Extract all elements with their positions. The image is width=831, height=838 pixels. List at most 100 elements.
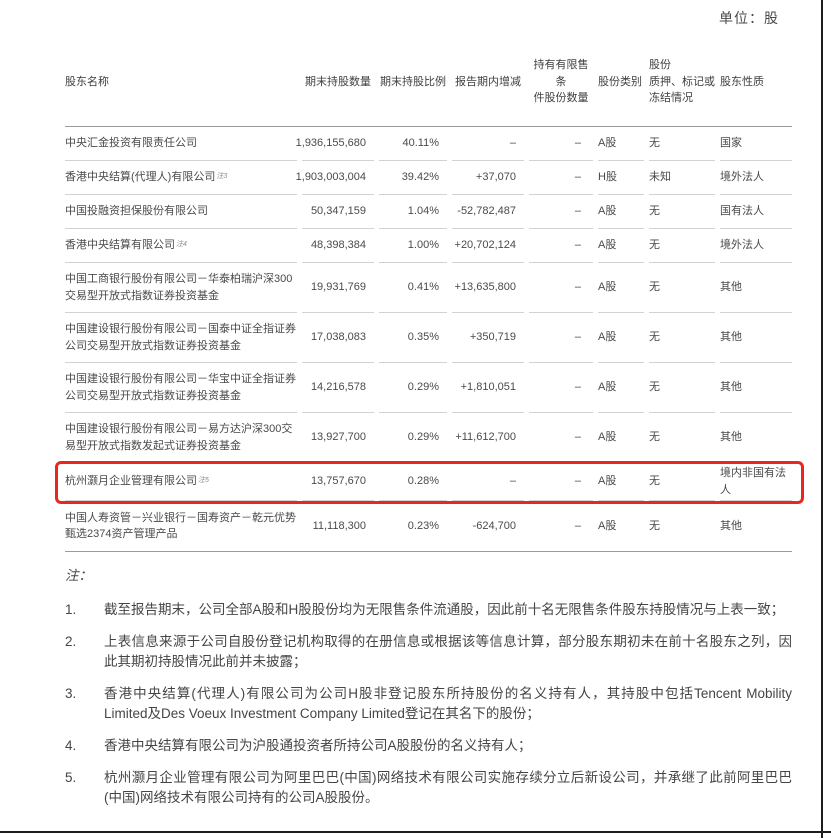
table-row: 中国投融资担保股份有限公司 50,347,159 1.04% -52,782,4… bbox=[65, 195, 792, 229]
cell-share-class: A股 bbox=[598, 413, 644, 463]
cell-pledge: 无 bbox=[649, 127, 715, 161]
shareholder-name: 中国工商银行股份有限公司－华泰柏瑞沪深300交易型开放式指数证券投资基金 bbox=[65, 273, 293, 302]
cell-change: +350,719 bbox=[452, 313, 524, 363]
note-item: 3. 香港中央结算(代理人)有限公司为公司H股非登记股东所持股份的名义持有人，其… bbox=[65, 684, 792, 724]
notes-section: 注： 1. 截至报告期末，公司全部A股和H股股份均为无限售条件流通股，因此前十名… bbox=[65, 566, 792, 820]
cell-ratio: 39.42% bbox=[379, 161, 447, 195]
cell-change: – bbox=[452, 127, 524, 161]
cell-restricted: – bbox=[529, 363, 593, 413]
header-period-change: 报告期内增减 bbox=[455, 75, 521, 88]
shareholder-name: 中国人寿资管－兴业银行－国寿资产－乾元优势甄选2374资产管理产品 bbox=[65, 511, 296, 541]
cell-share-class: A股 bbox=[598, 195, 644, 229]
page-edge-right bbox=[821, 0, 823, 838]
cell-share-class: A股 bbox=[598, 519, 617, 532]
cell-name: 中国工商银行股份有限公司－华泰柏瑞沪深300交易型开放式指数证券投资基金 bbox=[65, 263, 297, 313]
header-shareholder-name: 股东名称 bbox=[65, 75, 109, 88]
cell-name: 香港中央结算(代理人)有限公司 注3 bbox=[65, 161, 297, 195]
note-number: 5. bbox=[65, 770, 77, 785]
cell-shares: 13,757,670 bbox=[302, 463, 374, 501]
note-item: 2. 上表信息来源于公司自股份登记机构取得的在册信息或根据该等信息计算，部分股东… bbox=[65, 632, 792, 672]
note-text: 杭州灏月企业管理有限公司为阿里巴巴(中国)网络技术有限公司实施存续分立后新设公司… bbox=[104, 770, 792, 805]
cell-change: – bbox=[452, 463, 524, 501]
notes-title: 注： bbox=[65, 568, 92, 583]
cell-shares: 17,038,083 bbox=[302, 313, 374, 363]
table-row: 中央汇金投资有限责任公司 1,936,155,680 40.11% – – A股… bbox=[65, 127, 792, 161]
shareholder-name: 中央汇金投资有限责任公司 bbox=[65, 137, 197, 150]
note-text: 截至报告期末，公司全部A股和H股股份均为无限售条件流通股，因此前十名无限售条件股… bbox=[104, 602, 785, 617]
cell-ratio: 1.00% bbox=[379, 229, 447, 263]
table-row: 中国建设银行股份有限公司－国泰中证全指证券公司交易型开放式指数证券投资基金 17… bbox=[65, 313, 792, 363]
cell-nature: 其他 bbox=[720, 413, 792, 463]
cell-name: 中国建设银行股份有限公司－国泰中证全指证券公司交易型开放式指数证券投资基金 bbox=[65, 313, 297, 363]
cell-nature: 其他 bbox=[720, 263, 792, 313]
cell-change: +11,612,700 bbox=[452, 413, 524, 463]
cell-shares: 1,903,003,004 bbox=[296, 161, 374, 195]
cell-pledge: 未知 bbox=[649, 161, 715, 195]
cell-shares: 14,216,578 bbox=[302, 363, 374, 413]
cell-restricted: – bbox=[529, 195, 593, 229]
header-restricted-shares: 持有有限售条 件股份数量 bbox=[533, 59, 589, 105]
cell-nature: 境外法人 bbox=[720, 229, 792, 263]
cell-pledge: 无 bbox=[649, 313, 715, 363]
cell-share-class: A股 bbox=[598, 229, 644, 263]
cell-change: +20,702,124 bbox=[452, 229, 524, 263]
cell-name: 中国投融资担保股份有限公司 bbox=[65, 195, 297, 229]
cell-pledge: 无 bbox=[649, 363, 715, 413]
cell-shares: 13,927,700 bbox=[302, 413, 374, 463]
cell-share-class: A股 bbox=[598, 127, 644, 161]
cell-share-class: A股 bbox=[598, 263, 644, 313]
highlighted-row-wrapper: 杭州灏月企业管理有限公司 注5 13,757,670 0.28% – – A股 无… bbox=[55, 461, 804, 504]
note-text: 香港中央结算(代理人)有限公司为公司H股非登记股东所持股份的名义持有人，其持股中… bbox=[104, 686, 792, 721]
cell-nature: 其他 bbox=[720, 363, 792, 413]
note-ref: 注5 bbox=[198, 477, 209, 485]
table-row: 中国工商银行股份有限公司－华泰柏瑞沪深300交易型开放式指数证券投资基金 19,… bbox=[65, 263, 792, 313]
cell-nature: 其他 bbox=[720, 519, 742, 532]
shareholder-name: 中国投融资担保股份有限公司 bbox=[65, 205, 208, 218]
cell-ratio: 40.11% bbox=[379, 127, 447, 161]
table-row-highlighted: 杭州灏月企业管理有限公司 注5 13,757,670 0.28% – – A股 无… bbox=[65, 463, 792, 501]
note-ref: 注3 bbox=[216, 173, 228, 181]
header-share-class: 股份类别 bbox=[598, 75, 642, 88]
note-item: 1. 截至报告期末，公司全部A股和H股股份均为无限售条件流通股，因此前十名无限售… bbox=[65, 600, 792, 620]
cell-ratio: 0.41% bbox=[379, 263, 447, 313]
header-pledge-status: 股份 质押、标记或 冻结情况 bbox=[649, 59, 715, 105]
cell-nature: 国家 bbox=[720, 127, 792, 161]
shareholder-name: 中国建设银行股份有限公司－国泰中证全指证券公司交易型开放式指数证券投资基金 bbox=[65, 323, 296, 352]
shareholder-name: 香港中央结算(代理人)有限公司 bbox=[65, 171, 216, 184]
note-text: 香港中央结算有限公司为沪股通投资者所持公司A股股份的名义持有人； bbox=[104, 738, 532, 753]
shareholder-name: 杭州灏月企业管理有限公司 bbox=[65, 475, 197, 488]
cell-share-class: A股 bbox=[598, 363, 644, 413]
header-shares-end: 期末持股数量 bbox=[305, 75, 371, 88]
note-text: 上表信息来源于公司自股份登记机构取得的在册信息或根据该等信息计算，部分股东期初未… bbox=[104, 634, 792, 669]
cell-share-class: A股 bbox=[598, 463, 644, 501]
cell-restricted: – bbox=[529, 127, 593, 161]
cell-restricted: – bbox=[529, 413, 593, 463]
cell-nature: 境内非国有法人 bbox=[720, 463, 792, 501]
cell-change: -52,782,487 bbox=[452, 195, 524, 229]
cell-nature: 国有法人 bbox=[720, 195, 792, 229]
table-header-row: 股东名称 期末持股数量 期末持股比例 报告期内增减 持有有限售条 件股份数量 股… bbox=[65, 38, 792, 127]
cell-restricted: – bbox=[529, 313, 593, 363]
cell-ratio: 0.28% bbox=[379, 463, 447, 501]
cell-pledge: 无 bbox=[649, 519, 660, 532]
cell-change: -624,700 bbox=[472, 519, 516, 532]
cell-ratio: 0.29% bbox=[379, 363, 447, 413]
cell-restricted: – bbox=[574, 519, 581, 532]
cell-restricted: – bbox=[529, 463, 593, 501]
cell-name: 中国建设银行股份有限公司－华宝中证全指证券公司交易型开放式指数证券投资基金 bbox=[65, 363, 297, 413]
cell-name: 杭州灏月企业管理有限公司 注5 bbox=[65, 463, 297, 501]
table-row: 中国人寿资管－兴业银行－国寿资产－乾元优势甄选2374资产管理产品 11,118… bbox=[65, 501, 792, 551]
cell-nature: 其他 bbox=[720, 313, 792, 363]
cell-pledge: 无 bbox=[649, 263, 715, 313]
cell-shares: 50,347,159 bbox=[302, 195, 374, 229]
cell-change: +1,810,051 bbox=[452, 363, 524, 413]
note-number: 1. bbox=[65, 602, 77, 617]
shareholder-name: 中国建设银行股份有限公司－华宝中证全指证券公司交易型开放式指数证券投资基金 bbox=[65, 373, 296, 402]
shareholder-table: 股东名称 期末持股数量 期末持股比例 报告期内增减 持有有限售条 件股份数量 股… bbox=[55, 38, 804, 552]
cell-name: 中国人寿资管－兴业银行－国寿资产－乾元优势甄选2374资产管理产品 bbox=[65, 501, 297, 551]
note-ref: 注4 bbox=[176, 241, 187, 249]
cell-pledge: 无 bbox=[649, 195, 715, 229]
note-number: 2. bbox=[65, 634, 77, 649]
header-ratio-end: 期末持股比例 bbox=[380, 75, 446, 88]
